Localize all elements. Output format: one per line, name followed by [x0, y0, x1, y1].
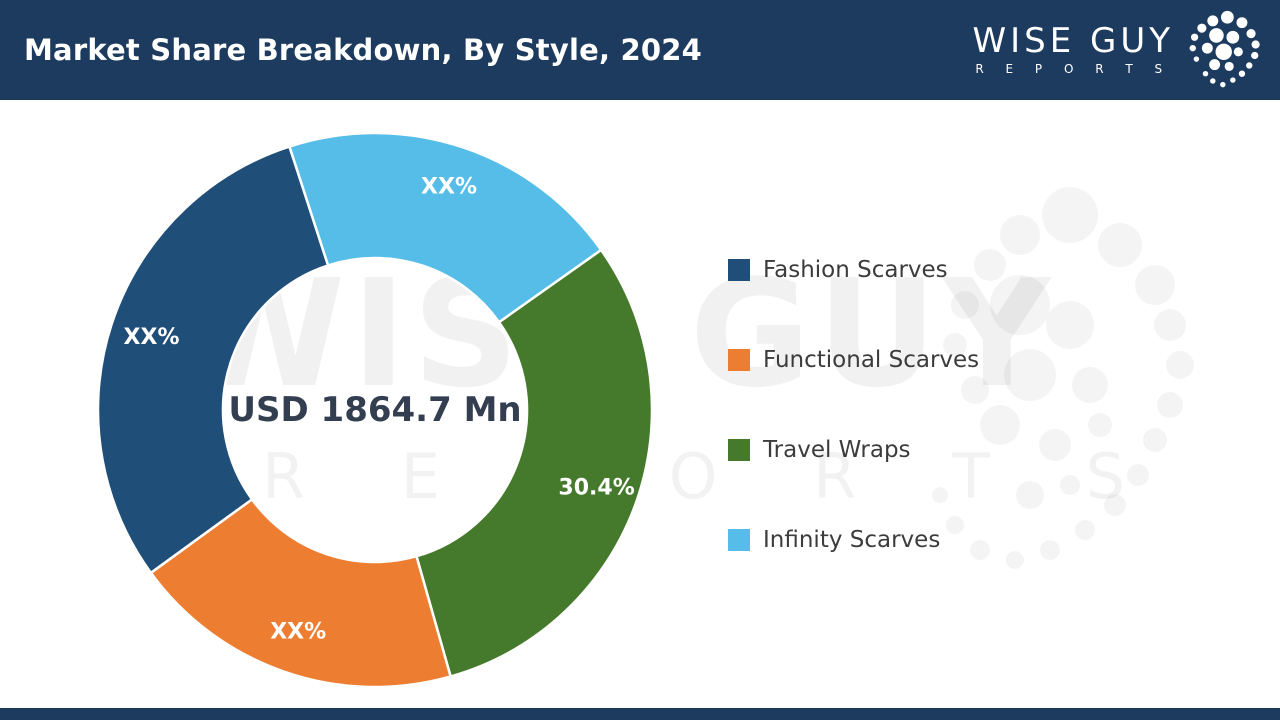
watermark-text-line2: R E P O R T S: [262, 440, 1163, 513]
donut-segment-travel-wraps: [414, 248, 654, 679]
donut-segment-functional-scarves: [149, 497, 453, 689]
legend-swatch: [728, 349, 750, 371]
chart-legend: Fashion Scarves Functional Scarves Travel …: [728, 256, 979, 554]
legend-item-functional-scarves: Functional Scarves: [728, 346, 979, 374]
brand-head-icon: [1189, 10, 1260, 88]
legend-label: Travel Wraps: [763, 437, 911, 463]
chart-center-value: USD 1864.7 Mn: [228, 390, 522, 430]
segment-label-infinity-scarves: XX%: [421, 175, 477, 200]
brand-head-dots: [1189, 10, 1260, 88]
header-bar: Market Share Breakdown, By Style, 2024 W…: [0, 0, 1280, 100]
brand-name: WISE GUY: [972, 20, 1174, 61]
segment-label-fashion-scarves: XX%: [124, 325, 180, 350]
watermark-head-icon: [932, 187, 1194, 569]
legend-item-infinity-scarves: Infinity Scarves: [728, 526, 979, 554]
brand-tagline: R E P O R T S: [975, 62, 1172, 77]
donut-chart: XX% 30.4% XX% XX%: [96, 131, 654, 689]
legend-swatch: [728, 259, 750, 281]
legend-label: Infinity Scarves: [763, 527, 941, 553]
donut-segment-infinity-scarves: [287, 131, 603, 324]
segment-label-travel-wraps: 30.4%: [558, 476, 634, 501]
donut-segment-fashion-scarves: [96, 144, 330, 575]
page-title: Market Share Breakdown, By Style, 2024: [24, 33, 702, 67]
legend-item-travel-wraps: Travel Wraps: [728, 436, 979, 464]
legend-swatch: [728, 529, 750, 551]
segment-label-functional-scarves: XX%: [270, 620, 326, 645]
legend-swatch: [728, 439, 750, 461]
legend-label: Fashion Scarves: [763, 257, 948, 283]
brand-logo: WISE GUY R E P O R T S: [972, 6, 1262, 94]
footer-bar: [0, 708, 1280, 720]
legend-label: Functional Scarves: [763, 347, 980, 373]
brand-text: WISE GUY R E P O R T S: [972, 20, 1174, 77]
legend-item-fashion-scarves: Fashion Scarves: [728, 256, 979, 284]
watermark-head-dots: [932, 187, 1194, 569]
